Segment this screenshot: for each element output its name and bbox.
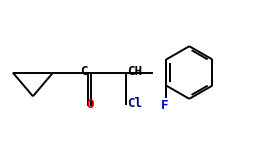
Text: CH: CH xyxy=(127,65,142,78)
Text: O: O xyxy=(86,98,93,111)
Text: C: C xyxy=(79,65,87,78)
Text: F: F xyxy=(161,99,168,112)
Text: Cl: Cl xyxy=(127,97,142,110)
